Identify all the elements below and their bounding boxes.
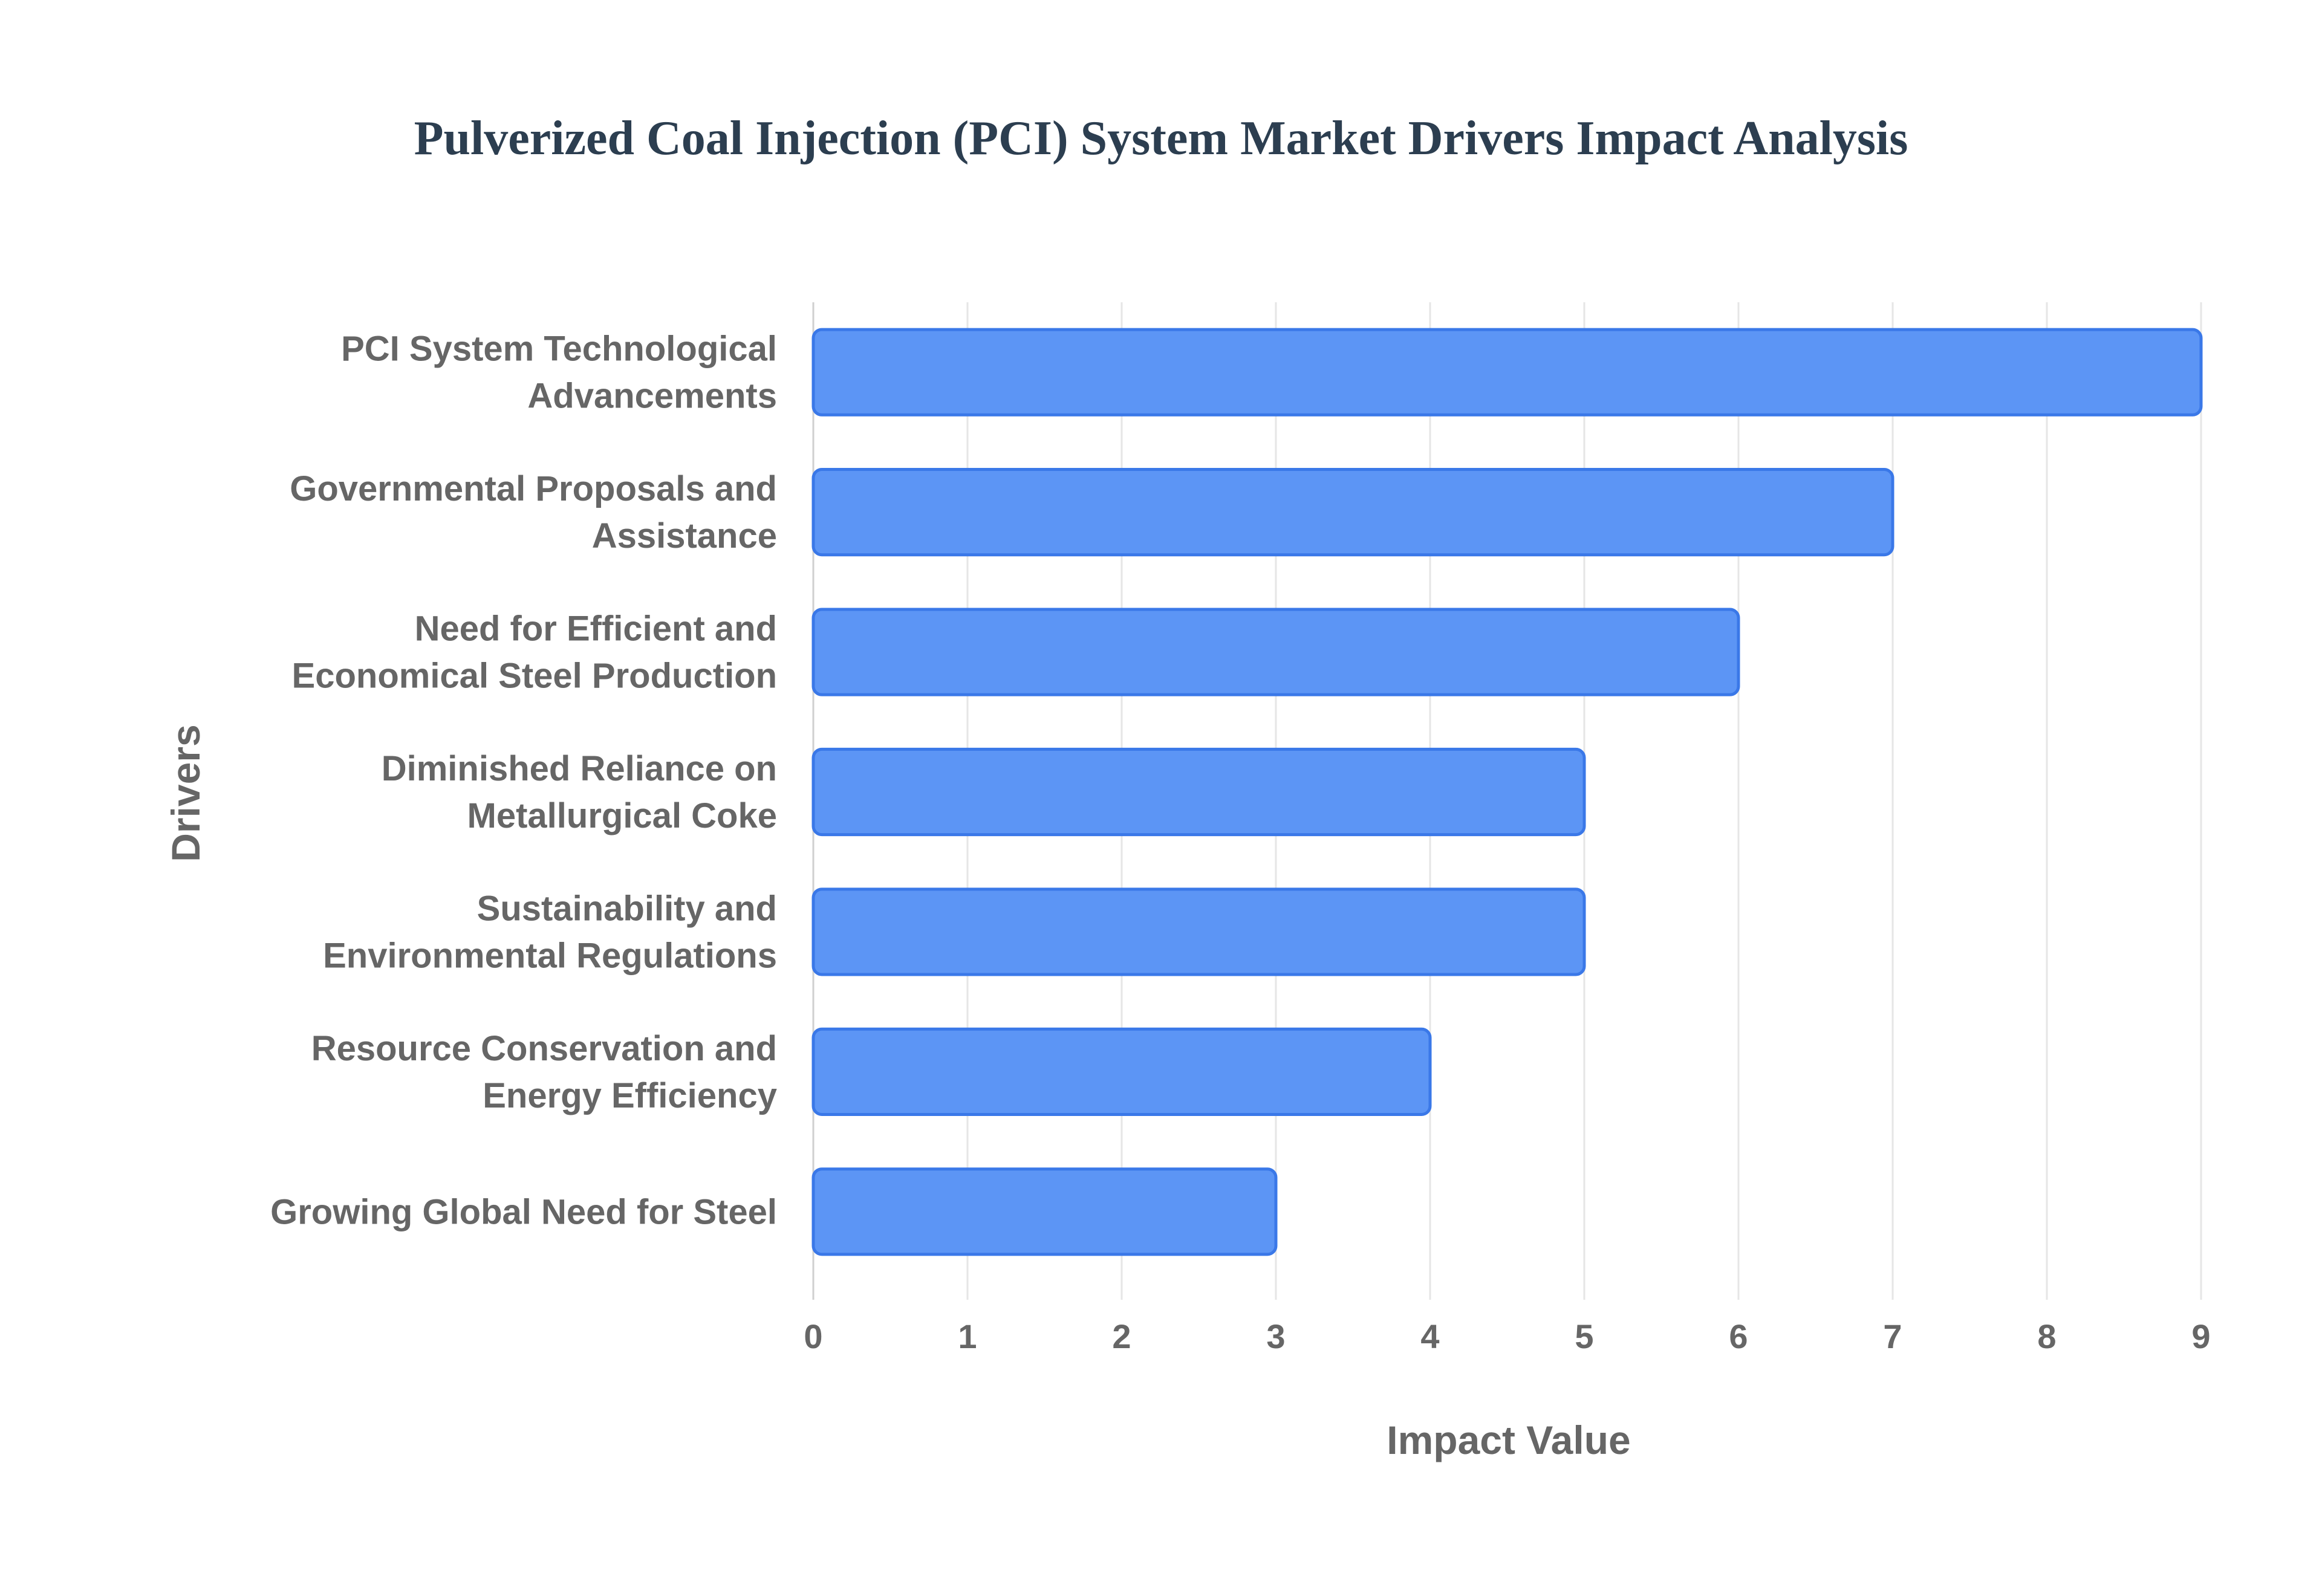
category-label: Need for Efficient and Economical Steel P…	[292, 609, 777, 696]
bar[interactable]	[811, 887, 1586, 976]
category-label-line: Metallurgical Coke	[467, 796, 777, 835]
category-label-line: Need for Efficient and	[415, 609, 777, 649]
bar[interactable]	[811, 747, 1586, 837]
category-label-line: Advancements	[527, 377, 777, 416]
category-label-line: Resource Conservation and	[311, 1029, 777, 1068]
category-label-line: PCI System Technological	[341, 329, 777, 369]
category-label-line: Sustainability and	[477, 889, 777, 928]
category-label-line: Energy Efficiency	[483, 1076, 777, 1115]
category-label: Resource Conservation and Energy Efficien…	[311, 1029, 777, 1115]
category-label-line: Economical Steel Production	[292, 657, 777, 696]
bar[interactable]	[811, 1167, 1278, 1256]
x-axis-title: Impact Value	[1387, 1418, 1631, 1462]
category-label: Growing Global Need for Steel	[270, 1192, 777, 1231]
category-label-line: Environmental Regulations	[323, 936, 777, 975]
x-tick-label: 3	[1266, 1317, 1285, 1355]
category-label-line: Assistance	[592, 516, 777, 556]
category-label: Sustainability and Environmental Regulati…	[323, 889, 777, 975]
category-label-line: Growing Global Need for Steel	[270, 1192, 777, 1231]
x-tick-label: 6	[1729, 1317, 1748, 1355]
bar[interactable]	[811, 608, 1740, 696]
y-axis-title: Drivers	[163, 724, 208, 862]
chart-title: Pulverized Coal Injection (PCI) System M…	[414, 112, 1908, 165]
x-tick-label: 1	[958, 1317, 977, 1355]
x-tick-labels: 0 1 2 3 4 5 6 7 8 9	[804, 1317, 2210, 1355]
category-labels: PCI System Technological Advancements Gove…	[270, 329, 777, 1232]
category-label-line: Diminished Reliance on	[382, 749, 777, 788]
category-label: PCI System Technological Advancements	[341, 329, 777, 416]
category-label-line: Governmental Proposals and	[290, 469, 777, 508]
bar[interactable]	[811, 1027, 1432, 1116]
x-tick-label: 5	[1575, 1317, 1593, 1355]
x-tick-label: 7	[1883, 1317, 1902, 1355]
category-label: Diminished Reliance on Metallurgical Coke	[382, 749, 777, 835]
x-tick-label: 4	[1420, 1317, 1439, 1355]
bar[interactable]	[811, 328, 2203, 417]
category-label: Governmental Proposals and Assistance	[290, 469, 777, 556]
x-tick-label: 9	[2191, 1317, 2210, 1355]
x-tick-label: 0	[804, 1317, 822, 1355]
bars	[811, 328, 2203, 1256]
x-tick-label: 2	[1112, 1317, 1131, 1355]
bar[interactable]	[811, 468, 1894, 557]
x-tick-label: 8	[2037, 1317, 2056, 1355]
